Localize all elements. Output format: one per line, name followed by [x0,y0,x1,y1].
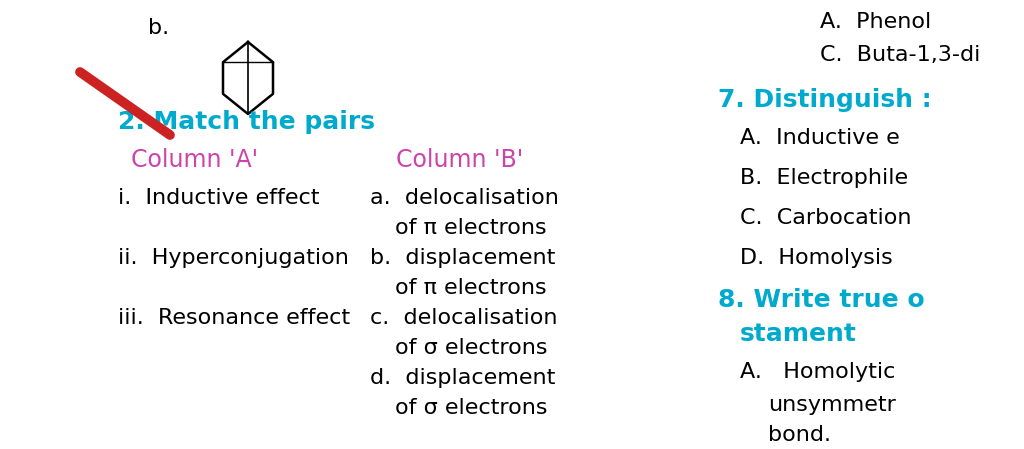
Text: b.  displacement: b. displacement [370,248,555,268]
Text: C.  Buta-1,3-di: C. Buta-1,3-di [820,45,980,65]
Text: C.  Carbocation: C. Carbocation [740,208,911,228]
Text: B.  Electrophile: B. Electrophile [740,168,908,188]
Text: 2. Match the pairs: 2. Match the pairs [118,110,375,134]
Text: Column 'A': Column 'A' [131,148,259,172]
Text: iii.  Resonance effect: iii. Resonance effect [118,308,350,328]
Text: 8. Write true o: 8. Write true o [718,288,925,312]
Text: unsymmetr: unsymmetr [768,395,896,415]
Text: ii.  Hyperconjugation: ii. Hyperconjugation [118,248,349,268]
Text: c.  delocalisation: c. delocalisation [370,308,557,328]
Text: of σ electrons: of σ electrons [395,398,548,418]
Text: D.  Homolysis: D. Homolysis [740,248,893,268]
Text: d.  displacement: d. displacement [370,368,555,388]
Text: stament: stament [740,322,857,346]
Text: b.: b. [148,18,169,38]
Text: 7. Distinguish :: 7. Distinguish : [718,88,932,112]
Text: Column 'B': Column 'B' [396,148,523,172]
Text: i.  Inductive effect: i. Inductive effect [118,188,319,208]
Text: A.  Phenol: A. Phenol [820,12,931,32]
Text: bond.: bond. [768,425,831,445]
Text: of π electrons: of π electrons [395,278,547,298]
Text: A.   Homolytic: A. Homolytic [740,362,895,382]
Text: of π electrons: of π electrons [395,218,547,238]
Text: of σ electrons: of σ electrons [395,338,548,358]
Text: A.  Inductive e: A. Inductive e [740,128,900,148]
Text: a.  delocalisation: a. delocalisation [370,188,559,208]
